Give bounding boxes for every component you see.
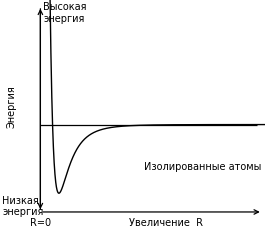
Text: R=0: R=0 xyxy=(30,217,51,227)
Text: Энергия: Энергия xyxy=(6,85,16,128)
Text: Изолированные атомы: Изолированные атомы xyxy=(144,162,261,172)
Text: Высокая
энергия: Высокая энергия xyxy=(43,2,86,24)
Text: Увеличение  R: Увеличение R xyxy=(129,217,203,227)
Text: Низкая
энергия: Низкая энергия xyxy=(2,195,43,216)
